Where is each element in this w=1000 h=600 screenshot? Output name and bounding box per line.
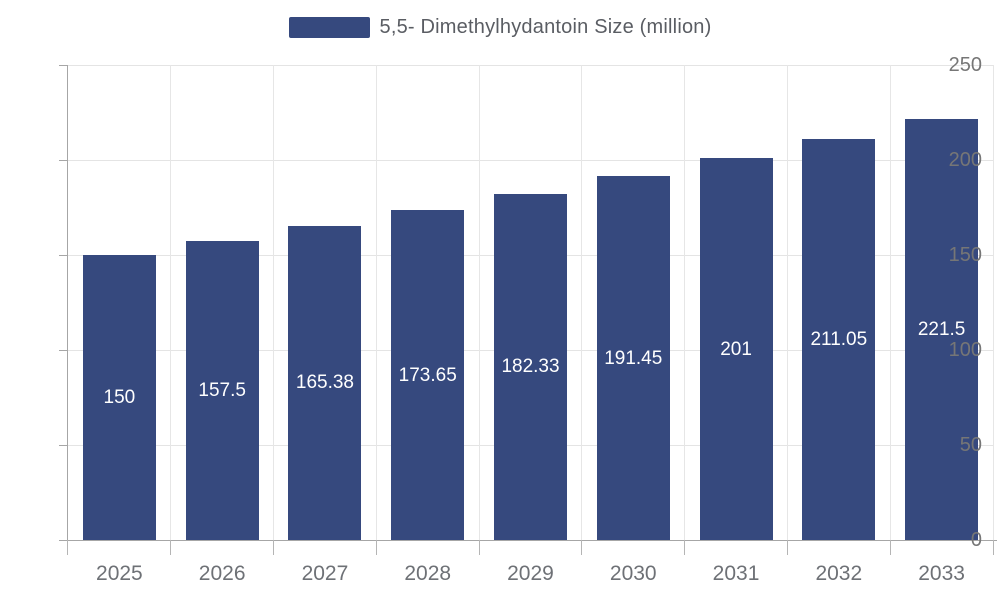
y-axis-tick <box>59 64 67 66</box>
x-gridline <box>992 65 994 540</box>
x-axis-label: 2025 <box>96 562 143 585</box>
y-axis-label: 150 <box>948 244 982 266</box>
y-axis-labels: 0 50 100 150 200 250 <box>68 55 993 550</box>
x-axis-tick <box>992 540 994 555</box>
y-axis-tick <box>59 254 67 256</box>
y-axis-label: 0 <box>970 529 982 551</box>
y-gridline <box>68 64 993 66</box>
y-axis-tick <box>59 159 67 161</box>
y-axis-label: 50 <box>959 434 982 456</box>
y-gridline <box>68 159 993 161</box>
bar-value-label: 173.65 <box>398 364 457 386</box>
y-axis-line <box>67 65 68 540</box>
bar[interactable]: 191.45 <box>596 176 670 540</box>
x-gridline <box>273 65 275 540</box>
x-axis-tick <box>170 540 172 555</box>
x-axis-tick <box>581 540 583 555</box>
x-gridline <box>684 65 686 540</box>
x-gridline <box>889 65 891 540</box>
x-axis-label: 2026 <box>198 562 246 585</box>
x-axis-tick <box>684 540 686 555</box>
bar-value-label: 157.5 <box>198 379 246 401</box>
x-axis-label: 2033 <box>918 562 965 585</box>
bar-value-label: 201 <box>720 338 752 360</box>
bar[interactable]: 211.05 <box>802 139 876 540</box>
x-gridline <box>786 65 788 540</box>
bar[interactable]: 165.38 <box>288 225 362 540</box>
bar-value-label: 211.05 <box>810 329 868 350</box>
x-axis-label: 2027 <box>301 562 349 585</box>
bar-value-label: 191.45 <box>604 347 663 369</box>
y-axis-tick <box>59 539 67 541</box>
legend-swatch[interactable] <box>288 17 370 38</box>
y-axis-tick <box>59 444 67 446</box>
bar-value-label: 165.38 <box>295 372 354 394</box>
bar[interactable]: 221.5 <box>905 119 979 540</box>
x-axis-tick <box>375 540 377 555</box>
bar[interactable]: 201 <box>699 158 773 540</box>
x-gridline <box>375 65 377 540</box>
legend-label[interactable]: 5,5- Dimethylhydantoin Size (million) <box>379 16 712 38</box>
x-axis-tick <box>273 540 275 555</box>
x-axis-line <box>67 540 997 541</box>
bar[interactable]: 157.5 <box>185 240 259 540</box>
bar[interactable]: 150 <box>82 255 156 540</box>
x-axis-label: 2032 <box>815 562 863 585</box>
bar-value-label: 182.33 <box>501 356 560 378</box>
x-axis-tick <box>67 540 68 555</box>
x-gridline <box>170 65 172 540</box>
x-axis-label: 2029 <box>507 562 554 585</box>
bar-value-label: 221.5 <box>917 319 966 341</box>
x-axis-label: 2031 <box>712 562 760 585</box>
bar[interactable]: 182.33 <box>494 193 567 540</box>
legend[interactable]: 5,5- Dimethylhydantoin Size (million) <box>0 16 1000 39</box>
x-gridline <box>478 65 480 540</box>
plot-area: 150 157.5 165.38 173.65 182.33 191.45 201 211.0… <box>59 64 997 555</box>
x-axis-tick <box>478 540 480 555</box>
x-axis-tick <box>889 540 891 555</box>
x-axis-label: 2030 <box>609 562 657 585</box>
x-axis-label: 2028 <box>404 562 452 585</box>
y-axis-label: 200 <box>948 149 982 171</box>
x-gridline <box>581 65 583 540</box>
x-axis-tick <box>786 540 788 555</box>
bar[interactable]: 173.65 <box>391 210 465 540</box>
y-axis-label: 250 <box>948 54 982 76</box>
y-axis-tick <box>59 349 67 351</box>
y-axis-label: 100 <box>948 339 982 361</box>
bar-value-label: 150 <box>103 387 136 408</box>
x-axis-labels: 2025 2026 2027 2028 2029 2030 2031 2032 2033 <box>68 540 993 600</box>
